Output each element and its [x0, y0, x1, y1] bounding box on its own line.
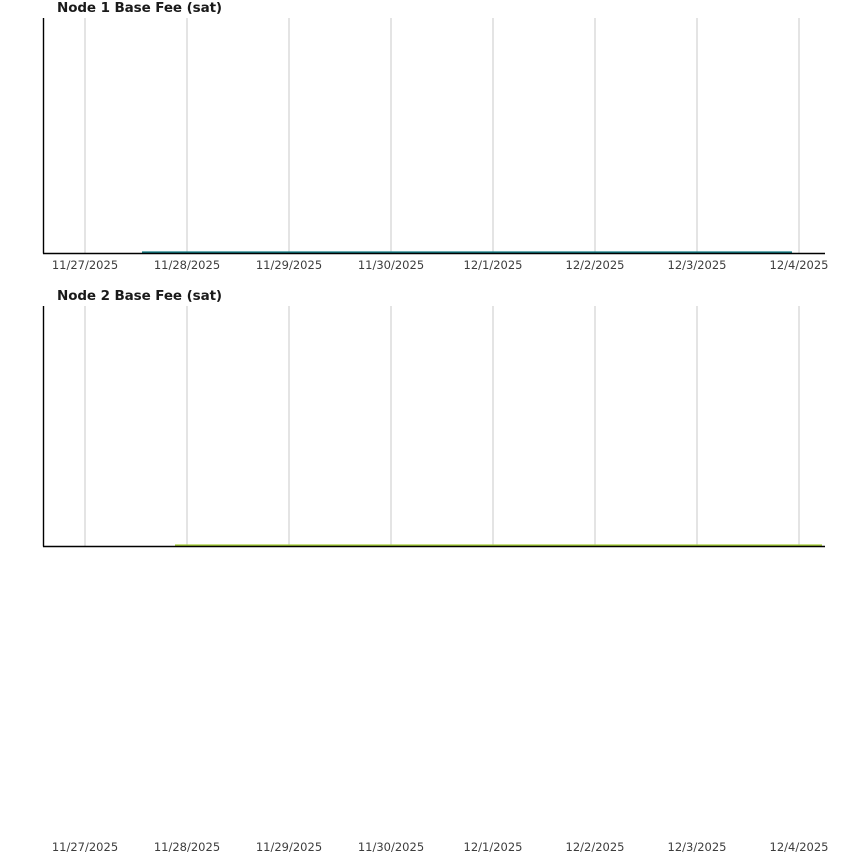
x-tick-label: 12/3/2025	[667, 258, 727, 272]
x-tick-label: 11/28/2025	[153, 840, 221, 854]
x-tick-label: 11/27/2025	[51, 840, 119, 854]
chart-panel-node-1: Node 1 Base Fee (sat) 11/27/2025 11/28/2…	[0, 0, 860, 285]
chart-title-node-2: Node 2 Base Fee (sat)	[57, 288, 223, 304]
x-tick-label: 12/1/2025	[463, 258, 523, 272]
x-tick-label: 11/29/2025	[255, 840, 323, 854]
x-tick-label: 11/28/2025	[153, 258, 221, 272]
plot-area-node-1	[42, 18, 825, 255]
x-tick-label: 12/2/2025	[565, 840, 625, 854]
plot-svg-node-2	[42, 306, 825, 548]
chart-panel-node-2: Node 2 Base Fee (sat) 11/27/2025 11/28/2…	[0, 288, 860, 854]
gridlines-node-1	[84, 18, 800, 253]
x-axis-tick-labels-node-2: 11/27/2025 11/28/2025 11/29/2025 11/30/2…	[0, 840, 860, 858]
x-tick-label: 11/29/2025	[255, 258, 323, 272]
gridlines-node-2	[84, 306, 800, 546]
plot-svg-node-1	[42, 18, 825, 255]
x-axis-tick-labels-node-1: 11/27/2025 11/28/2025 11/29/2025 11/30/2…	[0, 258, 860, 276]
chart-title-node-1: Node 1 Base Fee (sat)	[57, 0, 223, 16]
x-tick-label: 11/30/2025	[357, 258, 425, 272]
x-tick-label: 12/4/2025	[769, 258, 829, 272]
x-tick-label: 12/3/2025	[667, 840, 727, 854]
x-tick-label: 11/27/2025	[51, 258, 119, 272]
plot-area-node-2	[42, 306, 825, 548]
x-tick-label: 12/4/2025	[769, 840, 829, 854]
x-tick-label: 11/30/2025	[357, 840, 425, 854]
x-tick-label: 12/2/2025	[565, 258, 625, 272]
x-tick-label: 12/1/2025	[463, 840, 523, 854]
